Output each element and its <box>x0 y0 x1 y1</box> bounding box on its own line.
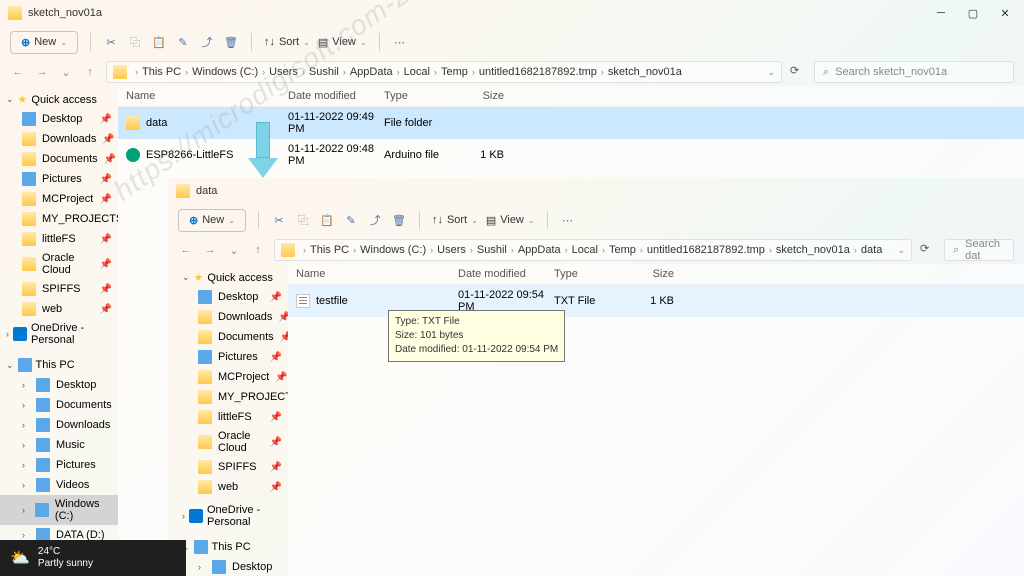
weather-icon: ⛅ <box>10 548 30 568</box>
toolbar: ⊕New⌄ ✂ ⿻ 📋 ✎ ⤴ 🗑 ↑↓ Sort ⌄ ▤ View ⌄ ⋯ <box>0 26 1024 58</box>
recent-button[interactable]: ⌄ <box>58 64 74 80</box>
paste-icon[interactable]: 📋 <box>319 212 335 228</box>
more-icon[interactable]: ⋯ <box>392 34 408 50</box>
copy-icon[interactable]: ⿻ <box>127 34 143 50</box>
sidebar-item-oracle cloud[interactable]: Oracle Cloud📌 <box>0 249 118 279</box>
rename-icon[interactable]: ✎ <box>343 212 359 228</box>
delete-icon[interactable]: 🗑 <box>223 34 239 50</box>
search-input[interactable]: ⌕ Search dat <box>944 239 1014 261</box>
sidebar-item-littlefs[interactable]: littleFS📌 <box>176 407 288 427</box>
sort-button[interactable]: ↑↓ Sort ⌄ <box>432 214 478 226</box>
view-button[interactable]: ▤ View ⌄ <box>318 36 367 49</box>
minimize-button[interactable]: ─ <box>934 6 948 20</box>
sidebar-onedrive[interactable]: ›OneDrive - Personal <box>0 319 118 349</box>
column-headers[interactable]: Name Date modified Type Size <box>118 86 1024 107</box>
sidebar-this-pc[interactable]: ⌄This PC <box>176 537 288 557</box>
sidebar-item-littlefs[interactable]: littleFS📌 <box>0 229 118 249</box>
back-button[interactable]: ← <box>10 64 26 80</box>
forward-button[interactable]: → <box>202 242 218 258</box>
sort-button[interactable]: ↑↓ Sort ⌄ <box>264 36 310 48</box>
sidebar-item-documents[interactable]: Documents📌 <box>176 327 288 347</box>
sidebar-item-oracle cloud[interactable]: Oracle Cloud📌 <box>176 427 288 457</box>
new-button[interactable]: ⊕New⌄ <box>178 209 246 232</box>
sidebar-item-pictures[interactable]: Pictures📌 <box>176 347 288 367</box>
share-icon[interactable]: ⤴ <box>367 212 383 228</box>
sidebar-item-mcproject[interactable]: MCProject📌 <box>176 367 288 387</box>
column-headers[interactable]: Name Date modified Type Size <box>288 264 1024 285</box>
sidebar-quick-access[interactable]: ⌄★Quick access <box>176 268 288 287</box>
delete-icon[interactable]: 🗑 <box>391 212 407 228</box>
more-icon[interactable]: ⋯ <box>560 212 576 228</box>
up-button[interactable]: ↑ <box>250 242 266 258</box>
view-button[interactable]: ▤ View ⌄ <box>486 214 535 227</box>
share-icon[interactable]: ⤴ <box>199 34 215 50</box>
sidebar-item-documents[interactable]: ›Documents <box>0 395 118 415</box>
sidebar-item-web[interactable]: web📌 <box>176 477 288 497</box>
copy-icon[interactable]: ⿻ <box>295 212 311 228</box>
window-title: sketch_nov01a <box>28 7 934 19</box>
rename-icon[interactable]: ✎ <box>175 34 191 50</box>
explorer-window-2: data ⊕New⌄ ✂ ⿻ 📋 ✎ ⤴ 🗑 ↑↓ Sort ⌄ ▤ View … <box>168 178 1024 576</box>
sidebar-item-videos[interactable]: ›Videos <box>0 475 118 495</box>
sidebar-item-my_projects[interactable]: MY_PROJECTS📌 <box>0 209 118 229</box>
forward-button[interactable]: → <box>34 64 50 80</box>
close-button[interactable]: ✕ <box>998 6 1012 20</box>
refresh-button[interactable]: ⟳ <box>920 242 936 258</box>
arrow-annotation <box>248 122 278 182</box>
navbar: ← → ⌄ ↑ › This PC› Windows (C:)› Users› … <box>0 58 1024 86</box>
sidebar: ⌄★Quick access Desktop📌Downloads📌Documen… <box>0 86 118 576</box>
sidebar-quick-access[interactable]: ⌄★Quick access <box>0 90 118 109</box>
txt-icon <box>296 294 310 308</box>
cut-icon[interactable]: ✂ <box>271 212 287 228</box>
folder-icon <box>113 65 127 79</box>
breadcrumb[interactable]: › This PC› Windows (C:)› Users› Sushil› … <box>106 61 782 83</box>
paste-icon[interactable]: 📋 <box>151 34 167 50</box>
refresh-button[interactable]: ⟳ <box>790 64 806 80</box>
sidebar-item-pictures[interactable]: Pictures📌 <box>0 169 118 189</box>
sidebar: ⌄★Quick access Desktop📌Downloads📌Documen… <box>168 264 288 576</box>
sidebar-onedrive[interactable]: ›OneDrive - Personal <box>176 501 288 531</box>
sidebar-item-spiffs[interactable]: SPIFFS📌 <box>0 279 118 299</box>
sidebar-item-downloads[interactable]: ›Downloads <box>0 415 118 435</box>
sidebar-item-desktop[interactable]: Desktop📌 <box>176 287 288 307</box>
navbar: ← → ⌄ ↑ › This PC› Windows (C:)› Users› … <box>168 236 1024 264</box>
sidebar-item-my_projects[interactable]: MY_PROJECTS📌 <box>176 387 288 407</box>
breadcrumb[interactable]: › This PC› Windows (C:)› Users› Sushil› … <box>274 239 912 261</box>
sidebar-item-music[interactable]: ›Music <box>0 435 118 455</box>
sidebar-item-pictures[interactable]: ›Pictures <box>0 455 118 475</box>
search-icon: ⌕ <box>823 66 829 79</box>
sidebar-item-mcproject[interactable]: MCProject📌 <box>0 189 118 209</box>
new-button[interactable]: ⊕New⌄ <box>10 31 78 54</box>
folder-icon <box>8 6 22 20</box>
sidebar-item-downloads[interactable]: Downloads📌 <box>176 307 288 327</box>
sidebar-item-desktop[interactable]: ›Desktop <box>0 375 118 395</box>
taskbar-weather[interactable]: ⛅ 24°C Partly sunny <box>0 540 186 576</box>
maximize-button[interactable]: ▢ <box>966 6 980 20</box>
up-button[interactable]: ↑ <box>82 64 98 80</box>
tooltip: Type: TXT File Size: 101 bytes Date modi… <box>388 310 565 362</box>
toolbar: ⊕New⌄ ✂ ⿻ 📋 ✎ ⤴ 🗑 ↑↓ Sort ⌄ ▤ View ⌄ ⋯ <box>168 204 1024 236</box>
titlebar: data <box>168 178 1024 204</box>
sidebar-item-desktop[interactable]: Desktop📌 <box>0 109 118 129</box>
recent-button[interactable]: ⌄ <box>226 242 242 258</box>
sidebar-this-pc[interactable]: ⌄This PC <box>0 355 118 375</box>
back-button[interactable]: ← <box>178 242 194 258</box>
folder-icon <box>176 184 190 198</box>
window-title: data <box>196 185 1016 197</box>
titlebar: sketch_nov01a ─ ▢ ✕ <box>0 0 1024 26</box>
sidebar-item-documents[interactable]: Documents📌 <box>0 149 118 169</box>
cut-icon[interactable]: ✂ <box>103 34 119 50</box>
sidebar-item-web[interactable]: web📌 <box>0 299 118 319</box>
search-icon: ⌕ <box>953 244 959 257</box>
sidebar-item-windows--c--[interactable]: ›Windows (C:) <box>0 495 118 525</box>
sidebar-item-spiffs[interactable]: SPIFFS📌 <box>176 457 288 477</box>
search-input[interactable]: ⌕ Search sketch_nov01a <box>814 61 1014 83</box>
sidebar-item-desktop[interactable]: ›Desktop <box>176 557 288 576</box>
sidebar-item-downloads[interactable]: Downloads📌 <box>0 129 118 149</box>
